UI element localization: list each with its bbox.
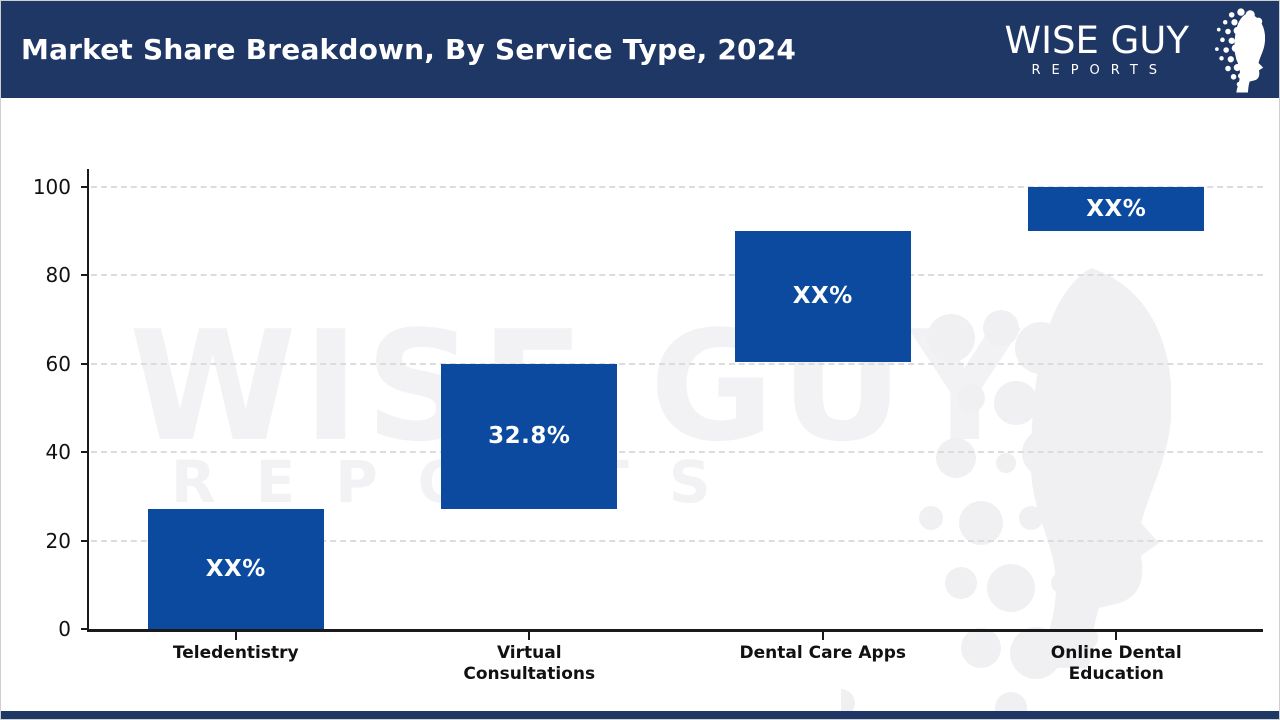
bar-1: XX% (147, 508, 324, 629)
gridline-40 (91, 451, 1263, 454)
y-tick-40 (81, 451, 89, 454)
y-tick-label-40: 40 (45, 440, 71, 465)
gridline-20 (91, 539, 1263, 542)
plot: 0 20 40 60 80 100 XX% Teledentistry 32.8% Virtual… (1, 98, 1279, 711)
x-tick-4 (1115, 632, 1118, 640)
gridline-100 (91, 186, 1263, 188)
bar-2: 32.8% (441, 363, 618, 509)
y-tick-80 (81, 274, 89, 277)
x-tick-2 (528, 632, 531, 640)
logo-line1: WISE GUY (1004, 19, 1189, 63)
x-axis (87, 629, 1263, 632)
header: Market Share Breakdown, By Service Type,… (1, 1, 1279, 98)
logo-head-icon (1215, 8, 1265, 93)
bar-value-label-2: 32.8% (488, 423, 571, 450)
y-axis (87, 169, 89, 632)
category-label-1: Teledentistry (172, 643, 299, 663)
y-tick-label-0: 0 (58, 617, 71, 641)
page-title: Market Share Breakdown, By Service Type,… (21, 33, 797, 66)
logo-line2: REPORTS (1031, 62, 1169, 78)
gridline-60 (91, 362, 1263, 365)
gridline-80 (91, 274, 1263, 277)
x-tick-1 (234, 632, 237, 640)
logo-wordmark: WISE GUY REPORTS (1004, 19, 1189, 78)
category-label-2: Virtual Consultations (463, 643, 596, 685)
y-tick-20 (81, 539, 89, 542)
category-label-3: Dental Care Apps (739, 643, 906, 663)
brand-logo: WISE GUY REPORTS (1005, 7, 1265, 93)
category-label-4: Online Dental Education (1050, 643, 1182, 685)
chart-area: WISE GUY REPORTS 020406080100XX%Teledent… (1, 98, 1279, 711)
y-tick-label-60: 60 (45, 351, 71, 376)
y-tick-label-80: 80 (45, 263, 71, 288)
watermark-head-icon (841, 268, 1171, 711)
bar-value-label-1: XX% (205, 555, 266, 582)
y-tick-label-20: 20 (45, 528, 71, 553)
bar-value-label-4: XX% (1086, 196, 1147, 223)
y-tick-100 (81, 186, 89, 188)
y-tick-0 (81, 628, 89, 630)
watermark-text-2: REPORTS (171, 448, 751, 516)
bar-4: XX% (1028, 187, 1205, 232)
x-tick-3 (821, 632, 824, 640)
footer-bar (1, 711, 1279, 719)
bar-3: XX% (734, 231, 911, 362)
y-tick-label-100: 100 (32, 175, 71, 199)
y-tick-60 (81, 362, 89, 365)
bar-value-label-3: XX% (792, 283, 853, 310)
